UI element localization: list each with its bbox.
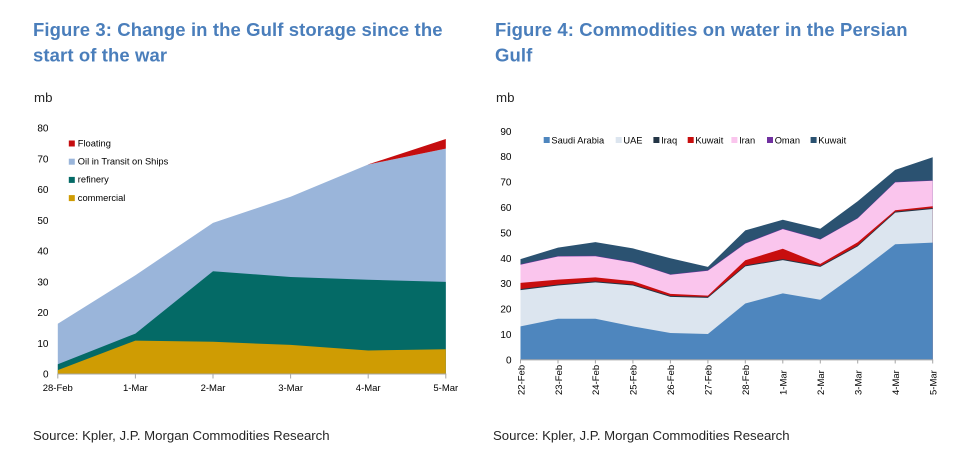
svg-text:Iran: Iran bbox=[739, 135, 755, 145]
svg-text:2-Mar: 2-Mar bbox=[816, 370, 827, 395]
svg-text:3-Mar: 3-Mar bbox=[854, 370, 865, 395]
svg-text:60: 60 bbox=[500, 203, 512, 214]
svg-text:Floating: Floating bbox=[78, 138, 111, 148]
svg-text:20: 20 bbox=[500, 305, 512, 316]
svg-text:4-Mar: 4-Mar bbox=[891, 370, 902, 395]
svg-text:28-Feb: 28-Feb bbox=[43, 383, 73, 394]
svg-text:30: 30 bbox=[500, 279, 512, 290]
svg-text:80: 80 bbox=[37, 124, 49, 135]
svg-text:1-Mar: 1-Mar bbox=[123, 383, 148, 394]
svg-text:mb: mb bbox=[34, 90, 52, 105]
svg-text:mb: mb bbox=[496, 90, 514, 105]
svg-text:40: 40 bbox=[37, 247, 49, 258]
svg-text:Gulf: Gulf bbox=[495, 45, 533, 66]
svg-text:10: 10 bbox=[37, 339, 49, 350]
svg-text:1-Mar: 1-Mar bbox=[779, 370, 790, 395]
svg-text:Figure 3: Change in the Gulf s: Figure 3: Change in the Gulf storage sin… bbox=[33, 19, 443, 40]
svg-text:Figure 4: Commodities on water: Figure 4: Commodities on water in the Pe… bbox=[495, 19, 908, 40]
svg-text:0: 0 bbox=[43, 370, 49, 381]
svg-text:Kuwait: Kuwait bbox=[818, 135, 846, 145]
svg-text:70: 70 bbox=[37, 154, 49, 165]
svg-text:26-Feb: 26-Feb bbox=[666, 365, 677, 395]
svg-text:Oman: Oman bbox=[775, 135, 800, 145]
svg-text:22-Feb: 22-Feb bbox=[516, 365, 527, 395]
svg-text:24-Feb: 24-Feb bbox=[591, 365, 602, 395]
svg-text:Kuwait: Kuwait bbox=[695, 135, 723, 145]
svg-text:23-Feb: 23-Feb bbox=[554, 365, 565, 395]
svg-text:refinery: refinery bbox=[78, 175, 109, 185]
svg-text:0: 0 bbox=[506, 355, 512, 366]
svg-text:50: 50 bbox=[500, 228, 512, 239]
svg-text:25-Feb: 25-Feb bbox=[629, 365, 640, 395]
svg-text:Source: Kpler, J.P. Morgan Com: Source: Kpler, J.P. Morgan Commodities R… bbox=[493, 428, 790, 443]
svg-text:20: 20 bbox=[37, 308, 49, 319]
svg-text:Oil in Transit on Ships: Oil in Transit on Ships bbox=[78, 157, 169, 167]
svg-text:5-Mar: 5-Mar bbox=[433, 383, 458, 394]
svg-text:40: 40 bbox=[500, 254, 512, 265]
svg-text:90: 90 bbox=[500, 127, 512, 138]
svg-text:60: 60 bbox=[37, 185, 49, 196]
svg-text:4-Mar: 4-Mar bbox=[356, 383, 381, 394]
svg-text:50: 50 bbox=[37, 216, 49, 227]
svg-text:commercial: commercial bbox=[78, 193, 126, 203]
svg-text:30: 30 bbox=[37, 277, 49, 288]
svg-text:28-Feb: 28-Feb bbox=[741, 365, 752, 395]
svg-text:Source: Kpler, J.P. Morgan Com: Source: Kpler, J.P. Morgan Commodities R… bbox=[33, 428, 330, 443]
svg-text:10: 10 bbox=[500, 330, 512, 341]
svg-text:2-Mar: 2-Mar bbox=[201, 383, 226, 394]
svg-text:Saudi Arabia: Saudi Arabia bbox=[551, 135, 605, 145]
svg-text:5-Mar: 5-Mar bbox=[929, 370, 940, 395]
svg-text:start of the war: start of the war bbox=[33, 45, 167, 66]
svg-text:3-Mar: 3-Mar bbox=[278, 383, 303, 394]
svg-text:Iraq: Iraq bbox=[661, 135, 677, 145]
svg-text:70: 70 bbox=[500, 178, 512, 189]
svg-text:UAE: UAE bbox=[623, 135, 642, 145]
svg-text:80: 80 bbox=[500, 152, 512, 163]
svg-text:27-Feb: 27-Feb bbox=[704, 365, 715, 395]
